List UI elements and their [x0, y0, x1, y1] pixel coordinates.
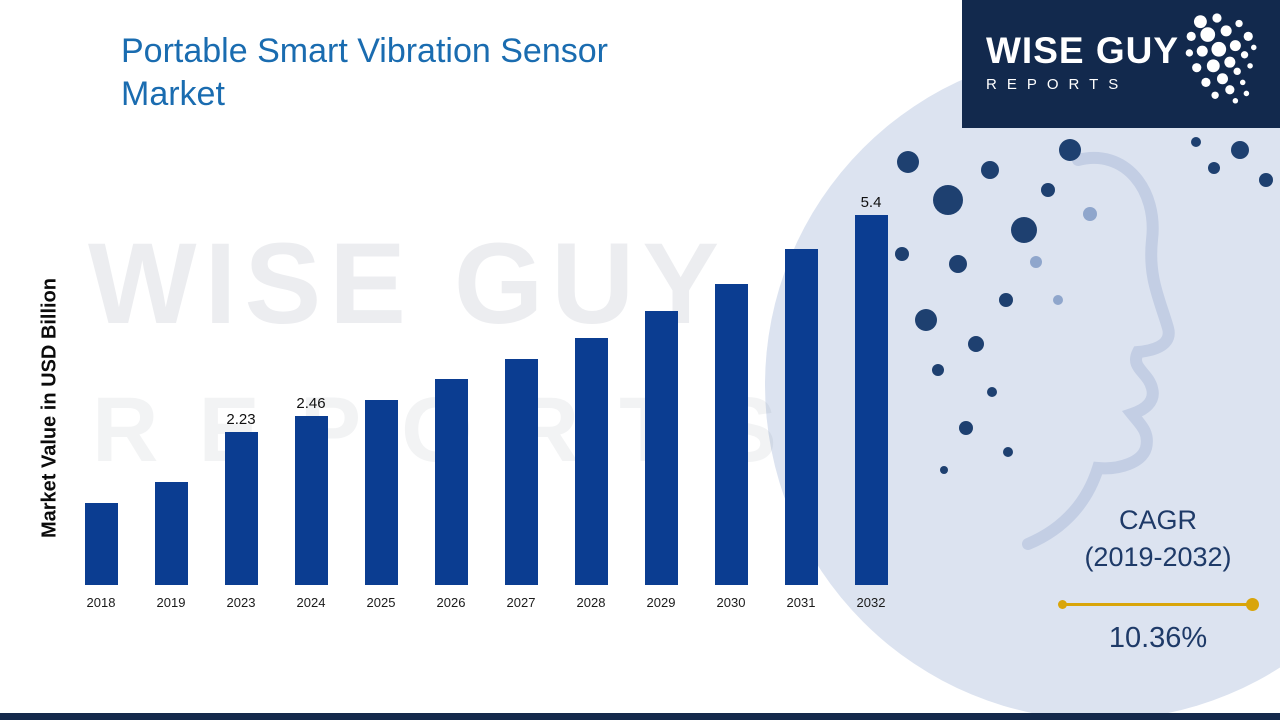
- bar-2030: [714, 284, 748, 585]
- brand-head-dots-icon: [1185, 13, 1257, 104]
- page-title: Portable Smart Vibration Sensor Market: [121, 30, 608, 116]
- bar-2026: [434, 379, 468, 585]
- page-title-line2: Market: [121, 74, 225, 113]
- x-axis-label-2025: 2025: [366, 595, 396, 610]
- bar-2027: [504, 359, 538, 585]
- x-axis-label-2024: 2024: [296, 595, 326, 610]
- bottom-accent-bar: [0, 713, 1280, 720]
- x-axis-label-2028: 2028: [576, 595, 606, 610]
- brand-subtitle: REPORTS: [986, 76, 1129, 93]
- cagr-label: CAGR: [1118, 505, 1197, 535]
- bar-value-label-2032: 5.4: [860, 194, 882, 211]
- x-axis-label-2029: 2029: [646, 595, 676, 610]
- bar-column-2019: 2019: [136, 190, 206, 621]
- bar-2029: [644, 311, 678, 585]
- bar-2024: [294, 416, 328, 585]
- cagr-divider-line: [1058, 598, 1259, 611]
- bar-2032: [854, 215, 888, 585]
- bar-column-2030: 2030: [696, 190, 766, 621]
- bar-column-2018: 2018: [66, 190, 136, 621]
- bar-value-label-2023: 2.23: [226, 411, 256, 428]
- bar-column-2028: 2028: [556, 190, 626, 621]
- bar-2018: [84, 503, 118, 585]
- bar-2023: [224, 432, 258, 585]
- bar-2031: [784, 249, 818, 585]
- bar-2028: [574, 338, 608, 585]
- bar-column-2032: 5.4 2032: [836, 190, 906, 621]
- bar-column-2024: 2.46 2024: [276, 190, 346, 621]
- bar-column-2023: 2.23 2023: [206, 190, 276, 621]
- x-axis-label-2026: 2026: [436, 595, 466, 610]
- bar-column-2029: 2029: [626, 190, 696, 621]
- bar-column-2026: 2026: [416, 190, 486, 621]
- page-title-line1: Portable Smart Vibration Sensor: [121, 32, 608, 70]
- bar-column-2025: 2025: [346, 190, 416, 621]
- x-axis-label-2030: 2030: [716, 595, 746, 610]
- brand-name: WISE GUY: [986, 30, 1180, 71]
- bar-value-label-2024: 2.46: [296, 395, 326, 412]
- bar-plot: 2018 2019 2.23 2023 2.46 2024 2025 2026 2027 2028…: [66, 190, 906, 621]
- watermark-line1: WISE GUY: [88, 220, 728, 348]
- brand-lockup: WISE GUY REPORTS: [986, 30, 1179, 93]
- cagr-value: 10.36%: [1108, 622, 1208, 654]
- bar-2019: [154, 482, 188, 585]
- bar-2025: [364, 400, 398, 585]
- x-axis-label-2032: 2032: [856, 595, 886, 610]
- bar-column-2031: 2031: [766, 190, 836, 621]
- bar-column-2027: 2027: [486, 190, 556, 621]
- cagr-block: CAGR (2019-2032) 10.36%: [1042, 505, 1274, 655]
- x-axis-label-2027: 2027: [506, 595, 536, 610]
- brand-panel: WISE GUY REPORTS: [962, 0, 1280, 128]
- x-axis-label-2019: 2019: [156, 595, 186, 610]
- cagr-range: (2019-2032): [1084, 542, 1232, 572]
- x-axis-label-2023: 2023: [226, 595, 256, 610]
- y-axis-label: Market Value in USD Billion: [38, 277, 61, 539]
- x-axis-label-2031: 2031: [786, 595, 816, 610]
- x-axis-label-2018: 2018: [86, 595, 116, 610]
